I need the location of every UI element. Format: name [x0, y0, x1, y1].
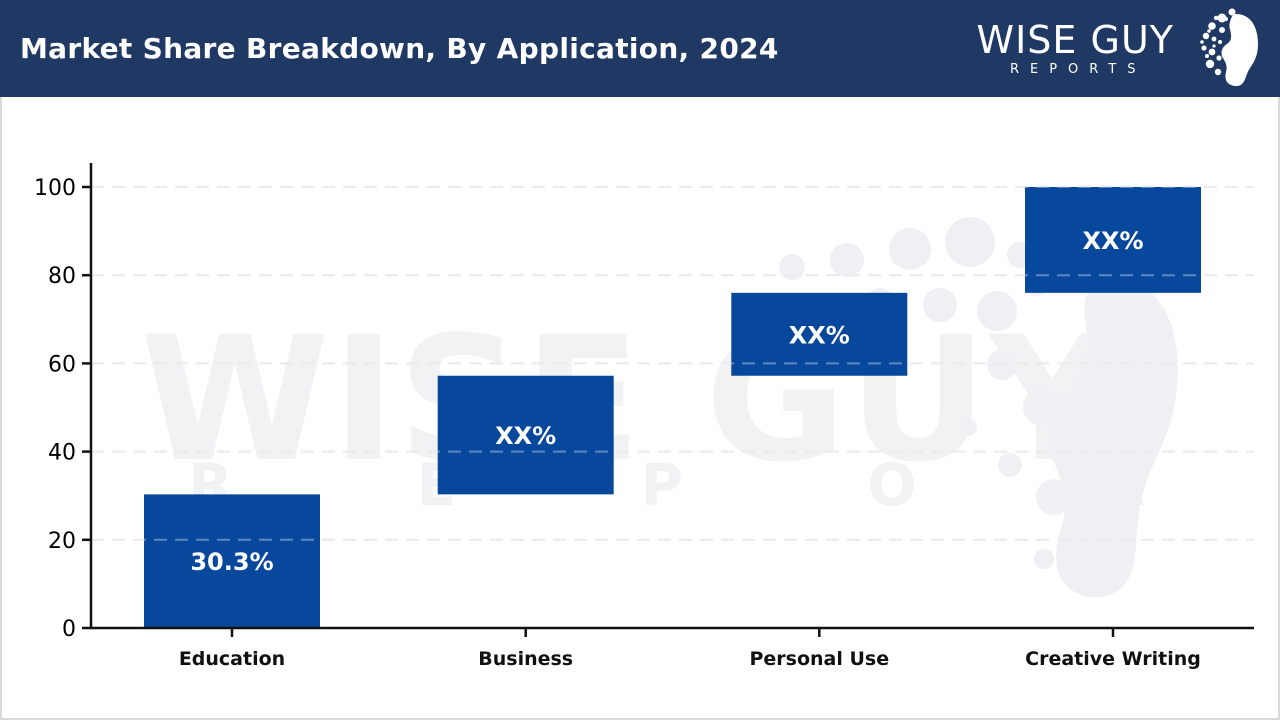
- bar-value-label: XX%: [495, 422, 556, 450]
- waterfall-chart: WISE GUY R E P O R T S: [34, 163, 1280, 670]
- logo-wordmark: WISE GUY REPORTS: [977, 21, 1174, 76]
- bar-creative-writing: [1025, 187, 1201, 293]
- page-title: Market Share Breakdown, By Application, …: [20, 32, 779, 65]
- bar-value-label: XX%: [1082, 227, 1143, 255]
- bar-value-label: XX%: [789, 321, 850, 349]
- logo-wiseguy-text: WISE GUY: [976, 18, 1174, 62]
- y-tick-label: 80: [48, 264, 76, 289]
- wise-guy-logo: WISE GUY REPORTS: [977, 6, 1262, 92]
- gridlines-over-bars: [91, 186, 1254, 541]
- y-tick-label: 20: [48, 529, 76, 554]
- x-category-label: Creative Writing: [1025, 648, 1201, 670]
- x-category-label: Education: [179, 648, 285, 670]
- y-tick-label: 0: [62, 617, 76, 642]
- logo-face-icon: [1200, 8, 1258, 86]
- y-tick-label: 100: [34, 176, 76, 201]
- chart-area: WISE GUY R E P O R T S: [2, 97, 1280, 720]
- y-tick-label: 40: [48, 441, 76, 466]
- watermark-wiseguy-text: WISE GUY: [140, 299, 1117, 500]
- logo-reports-text: REPORTS: [1009, 62, 1147, 77]
- axes: [82, 163, 1254, 637]
- bar-education: [144, 494, 320, 628]
- x-category-label: Business: [478, 648, 573, 670]
- bars: 30.3% XX% XX% XX%: [144, 187, 1201, 628]
- axis-labels: 0 20 40 60 80 100 Education Business Personal Us…: [34, 176, 1201, 670]
- y-tick-label: 60: [48, 352, 76, 377]
- header-banner: Market Share Breakdown, By Application, …: [0, 0, 1280, 97]
- bar-business: [437, 375, 614, 495]
- bar-personal-use: [731, 292, 908, 376]
- x-category-label: Personal Use: [749, 648, 889, 670]
- bar-value-label: 30.3%: [190, 548, 273, 576]
